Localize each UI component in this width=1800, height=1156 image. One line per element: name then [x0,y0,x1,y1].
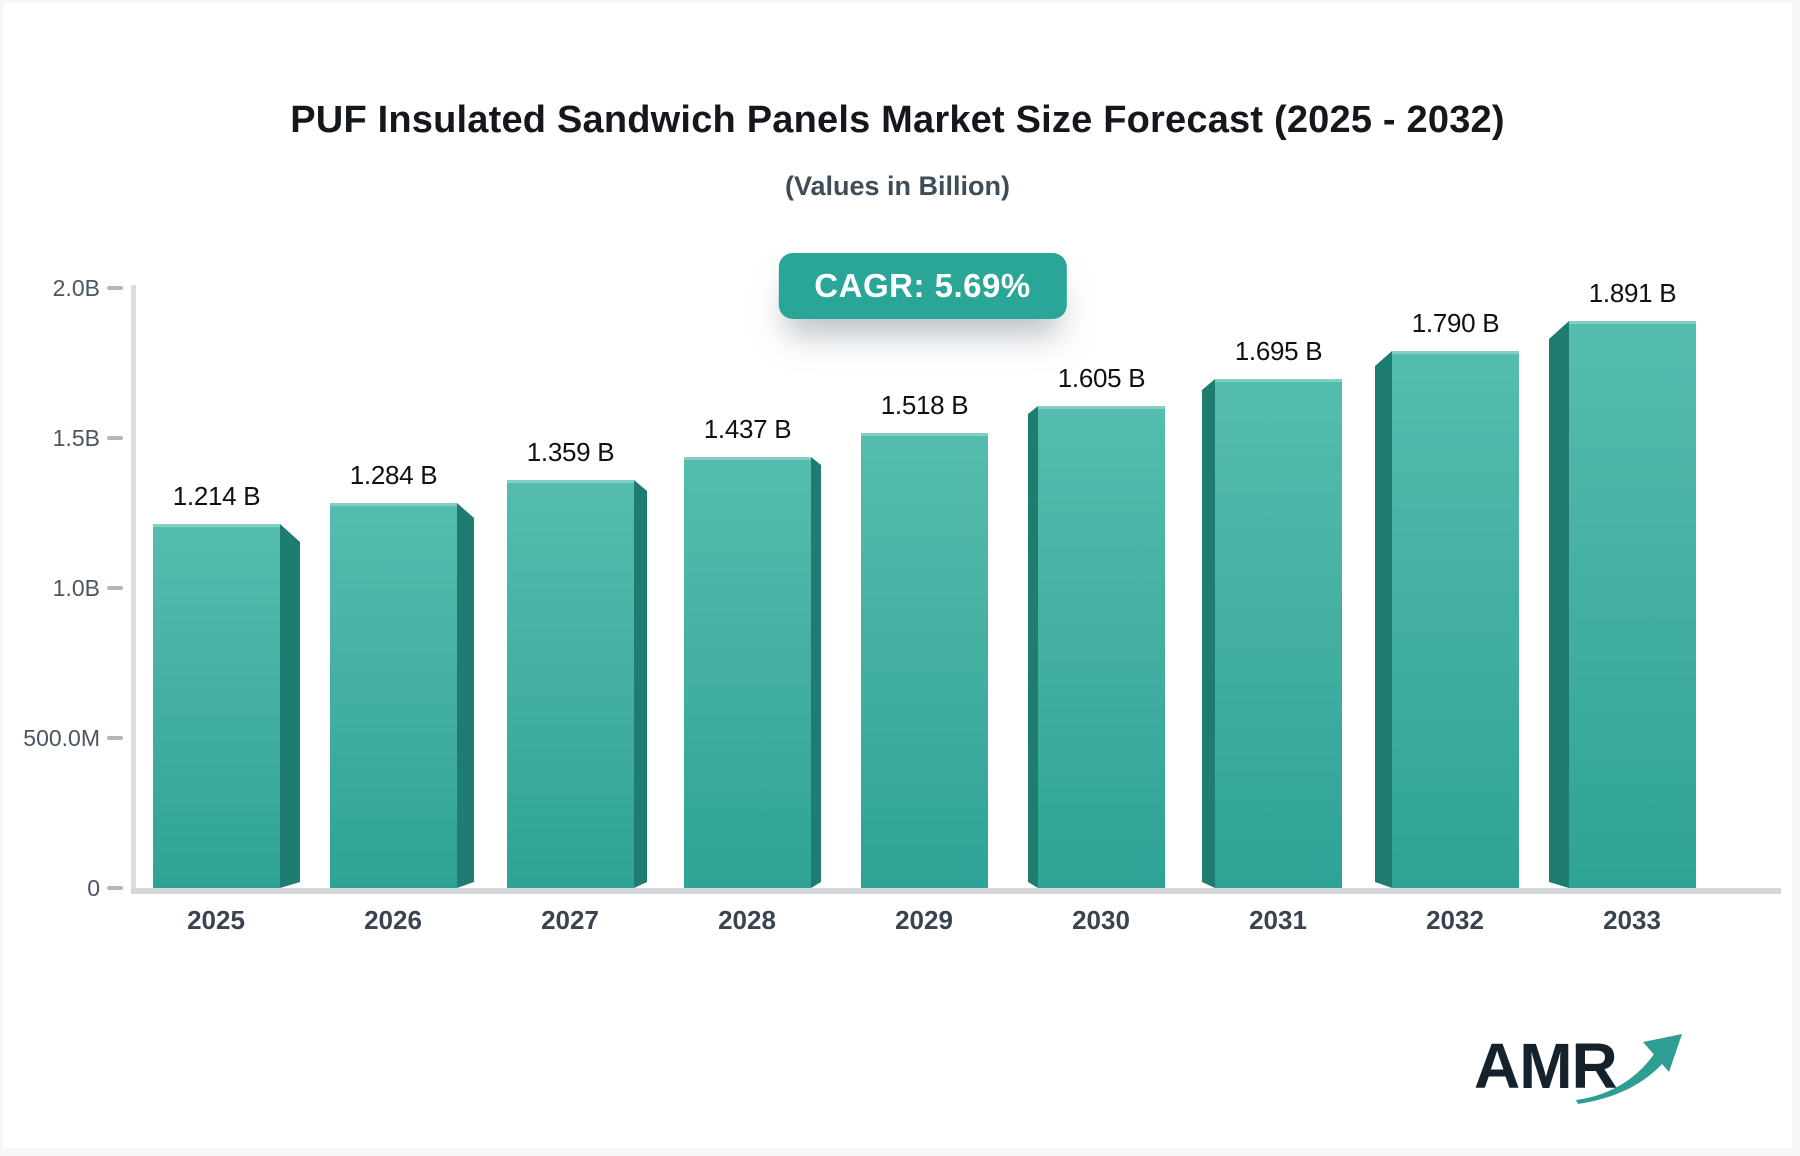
x-axis-year-label: 2031 [1249,905,1307,935]
chart-subtitle: (Values in Billion) [784,171,1011,201]
bar-2028-side-face [811,457,821,888]
bar-2029[interactable] [861,433,988,888]
x-axis-year-label: 2030 [1072,905,1130,935]
bar-value-label: 1.695 B [1234,336,1323,366]
x-axis-year-label: 2025 [187,905,245,935]
y-axis-line [131,285,136,894]
y-tick-label: 1.5B [52,425,100,451]
bar-2027[interactable] [507,480,634,888]
x-axis-year-label: 2032 [1426,905,1484,935]
bar-value-label: 1.518 B [880,390,969,420]
bar-2030-side-face [1028,406,1038,888]
x-axis-year-label: 2029 [895,905,953,935]
y-tick-mark [107,586,123,590]
bar-value-label: 1.891 B [1588,278,1677,308]
x-axis-year-label: 2028 [718,905,776,935]
amr-logo-text: AMR [1474,1030,1618,1102]
bar-2025-side-face [280,524,300,888]
y-tick-mark [107,286,123,290]
bar-value-label: 1.214 B [172,481,261,511]
y-tick-mark [107,436,123,440]
cagr-badge: CAGR: 5.69% [778,253,1067,319]
y-tick-label: 2.0B [52,275,100,301]
bar-2032[interactable] [1392,351,1519,888]
bar-2025[interactable] [153,524,280,888]
y-tick-label: 500.0M [23,725,100,751]
amr-logo: AMR [1474,1020,1682,1104]
bar-2033[interactable] [1569,321,1696,888]
bar-2026[interactable] [330,503,457,888]
bar-2028[interactable] [684,457,811,888]
bar-value-label: 1.359 B [526,437,615,467]
x-axis-year-label: 2027 [541,905,599,935]
bar-2030[interactable] [1038,406,1165,888]
bar-2031[interactable] [1215,379,1342,888]
chart-title: PUF Insulated Sandwich Panels Market Siz… [290,99,1505,141]
chart-card: PUF Insulated Sandwich Panels Market Siz… [3,3,1792,1148]
plot-area: 2.0B 1.5B 1.0B 500.0M 0 1.214 B 2025 1.284 B 202… [3,3,1792,1148]
x-axis-year-label: 2026 [364,905,422,935]
bar-2032-side-face [1375,351,1392,888]
y-tick-label: 0 [87,875,100,901]
bar-2027-side-face [634,480,647,888]
bar-value-label: 1.790 B [1411,308,1500,338]
bar-value-label: 1.605 B [1057,363,1146,393]
bar-2031-side-face [1202,379,1215,888]
bar-2026-side-face [457,503,474,888]
x-axis-year-label: 2033 [1603,905,1661,935]
y-tick-mark [107,886,123,890]
bar-value-label: 1.284 B [349,460,438,490]
y-tick-mark [107,736,123,740]
growth-arrow-icon [1576,1034,1682,1104]
bar-value-label: 1.437 B [703,414,792,444]
x-axis-line [131,888,1781,894]
bar-2033-side-face [1549,321,1569,888]
y-tick-label: 1.0B [52,575,100,601]
